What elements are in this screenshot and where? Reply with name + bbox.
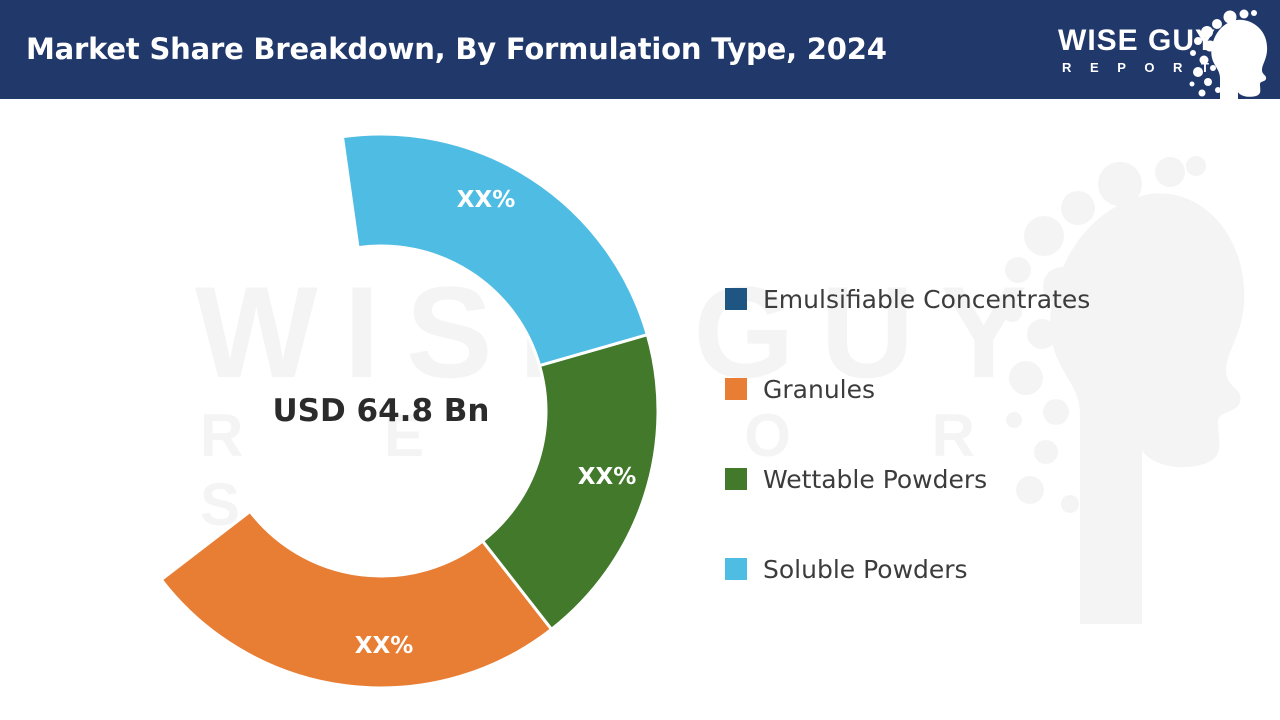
watermark-head-profile-icon xyxy=(1002,156,1245,624)
wise-guy-reports-logo: WISE GUY R E P O R T S xyxy=(1052,4,1272,100)
chart-legend: Emulsifiable Concentrates Granules Wetta… xyxy=(725,254,1145,614)
slice-label-wettable-powders: XX% xyxy=(577,464,637,490)
slice-label-granules: XX% xyxy=(354,633,414,659)
slice-soluble-powders[interactable] xyxy=(340,132,650,368)
donut-chart xyxy=(159,132,660,690)
legend-label: Granules xyxy=(763,374,876,404)
legend-label: Wettable Powders xyxy=(763,464,988,494)
slice-label-soluble-powders: XX% xyxy=(456,187,516,213)
chart-canvas: WISE GUY R E P O R T S xyxy=(0,99,1280,720)
slice-granules[interactable] xyxy=(159,509,554,690)
legend-swatch-icon xyxy=(725,468,747,490)
logo-wordmark-secondary: R E P O R T S xyxy=(1062,60,1244,75)
donut-slices xyxy=(159,132,660,690)
legend-swatch-icon xyxy=(725,558,747,580)
legend-item-soluble-powders[interactable]: Soluble Powders xyxy=(725,524,1145,614)
legend-label: Soluble Powders xyxy=(763,554,968,584)
legend-item-granules[interactable]: Granules xyxy=(725,344,1145,434)
page-header: Market Share Breakdown, By Formulation T… xyxy=(0,0,1280,100)
legend-swatch-icon xyxy=(725,288,747,310)
page-title: Market Share Breakdown, By Formulation T… xyxy=(26,32,887,66)
donut-center-total: USD 64.8 Bn xyxy=(272,393,490,429)
slice-wettable-powders[interactable] xyxy=(480,332,660,632)
legend-item-wettable-powders[interactable]: Wettable Powders xyxy=(725,434,1145,524)
legend-item-emulsifiable-concentrates[interactable]: Emulsifiable Concentrates xyxy=(725,254,1145,344)
head-profile-dots-icon xyxy=(1189,9,1268,100)
legend-label: Emulsifiable Concentrates xyxy=(763,284,1091,314)
legend-swatch-icon xyxy=(725,378,747,400)
logo-wordmark-primary: WISE GUY xyxy=(1058,24,1217,57)
slice-label-emulsifiable-concentrates: 33.2% xyxy=(110,356,190,382)
